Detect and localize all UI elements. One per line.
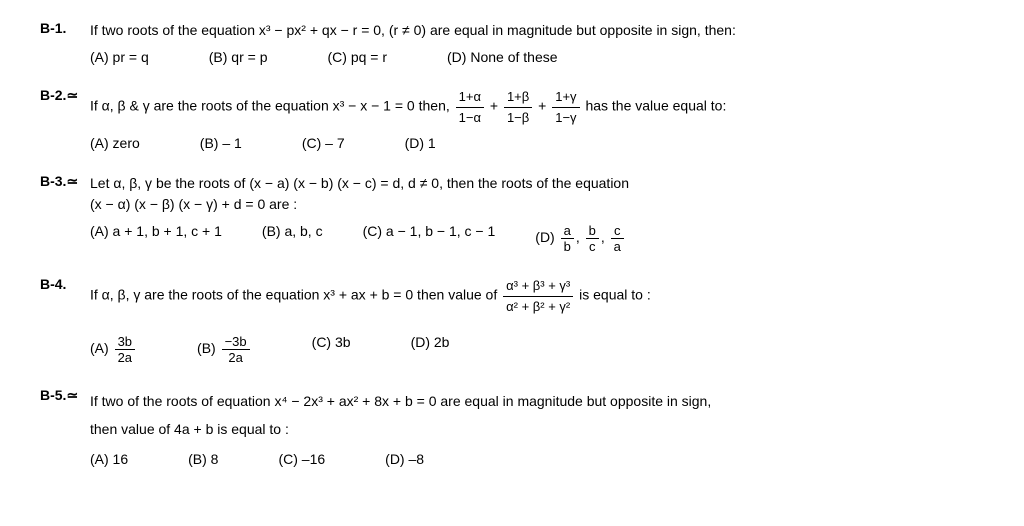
option-d: (D) 1 — [405, 135, 436, 151]
option-d: (D) 2b — [411, 334, 450, 365]
fraction: 1+α1−α — [456, 87, 484, 127]
question-stem: If two roots of the equation x³ − px² + … — [90, 20, 984, 41]
option-c: (C) – 7 — [302, 135, 345, 151]
question-stem: If α, β & γ are the roots of the equatio… — [90, 87, 984, 127]
question-b5: B-5.≃ If two of the roots of equation x⁴… — [40, 387, 984, 467]
question-number: B-2.≃ — [40, 87, 90, 151]
question-number: B-4. — [40, 276, 90, 365]
option-a: (A) pr = q — [90, 49, 149, 65]
option-c: (C) 3b — [312, 334, 351, 365]
question-body: Let α, β, γ be the roots of (x − a) (x −… — [90, 173, 984, 254]
options-row: (A) 16 (B) 8 (C) –16 (D) –8 — [90, 451, 984, 467]
question-b2: B-2.≃ If α, β & γ are the roots of the e… — [40, 87, 984, 151]
question-b1: B-1. If two roots of the equation x³ − p… — [40, 20, 984, 65]
option-b: (B) 8 — [188, 451, 218, 467]
option-d: (D) –8 — [385, 451, 424, 467]
option-d: (D) ab, bc, ca — [535, 223, 626, 254]
option-a: (A) 16 — [90, 451, 128, 467]
question-stem: If two of the roots of equation x⁴ − 2x³… — [90, 387, 984, 443]
question-b4: B-4. If α, β, γ are the roots of the equ… — [40, 276, 984, 365]
fraction: 1+β1−β — [504, 87, 532, 127]
option-c: (C) pq = r — [328, 49, 388, 65]
fraction: ca — [611, 223, 624, 254]
option-b: (B) qr = p — [209, 49, 268, 65]
options-row: (A) zero (B) – 1 (C) – 7 (D) 1 — [90, 135, 984, 151]
option-a: (A) 3b2a — [90, 334, 137, 365]
question-stem: Let α, β, γ be the roots of (x − a) (x −… — [90, 173, 984, 215]
fraction: 3b2a — [115, 334, 135, 365]
option-b: (B) – 1 — [200, 135, 242, 151]
fraction: bc — [586, 223, 599, 254]
option-a: (A) zero — [90, 135, 140, 151]
question-stem: If α, β, γ are the roots of the equation… — [90, 276, 984, 316]
option-b: (B) −3b2a — [197, 334, 252, 365]
question-body: If α, β & γ are the roots of the equatio… — [90, 87, 984, 151]
option-c: (C) –16 — [278, 451, 325, 467]
question-body: If two of the roots of equation x⁴ − 2x³… — [90, 387, 984, 467]
options-row: (A) 3b2a (B) −3b2a (C) 3b (D) 2b — [90, 334, 984, 365]
fraction: 1+γ1−γ — [552, 87, 579, 127]
fraction: −3b2a — [222, 334, 250, 365]
question-b3: B-3.≃ Let α, β, γ be the roots of (x − a… — [40, 173, 984, 254]
question-number: B-5.≃ — [40, 387, 90, 467]
question-number: B-3.≃ — [40, 173, 90, 254]
option-c: (C) a − 1, b − 1, c − 1 — [363, 223, 496, 254]
options-row: (A) a + 1, b + 1, c + 1 (B) a, b, c (C) … — [90, 223, 984, 254]
option-d: (D) None of these — [447, 49, 558, 65]
fraction: α³ + β³ + γ³α² + β² + γ² — [503, 276, 573, 316]
question-body: If α, β, γ are the roots of the equation… — [90, 276, 984, 365]
question-number: B-1. — [40, 20, 90, 65]
question-body: If two roots of the equation x³ − px² + … — [90, 20, 984, 65]
option-b: (B) a, b, c — [262, 223, 323, 254]
fraction: ab — [561, 223, 574, 254]
option-a: (A) a + 1, b + 1, c + 1 — [90, 223, 222, 254]
options-row: (A) pr = q (B) qr = p (C) pq = r (D) Non… — [90, 49, 984, 65]
